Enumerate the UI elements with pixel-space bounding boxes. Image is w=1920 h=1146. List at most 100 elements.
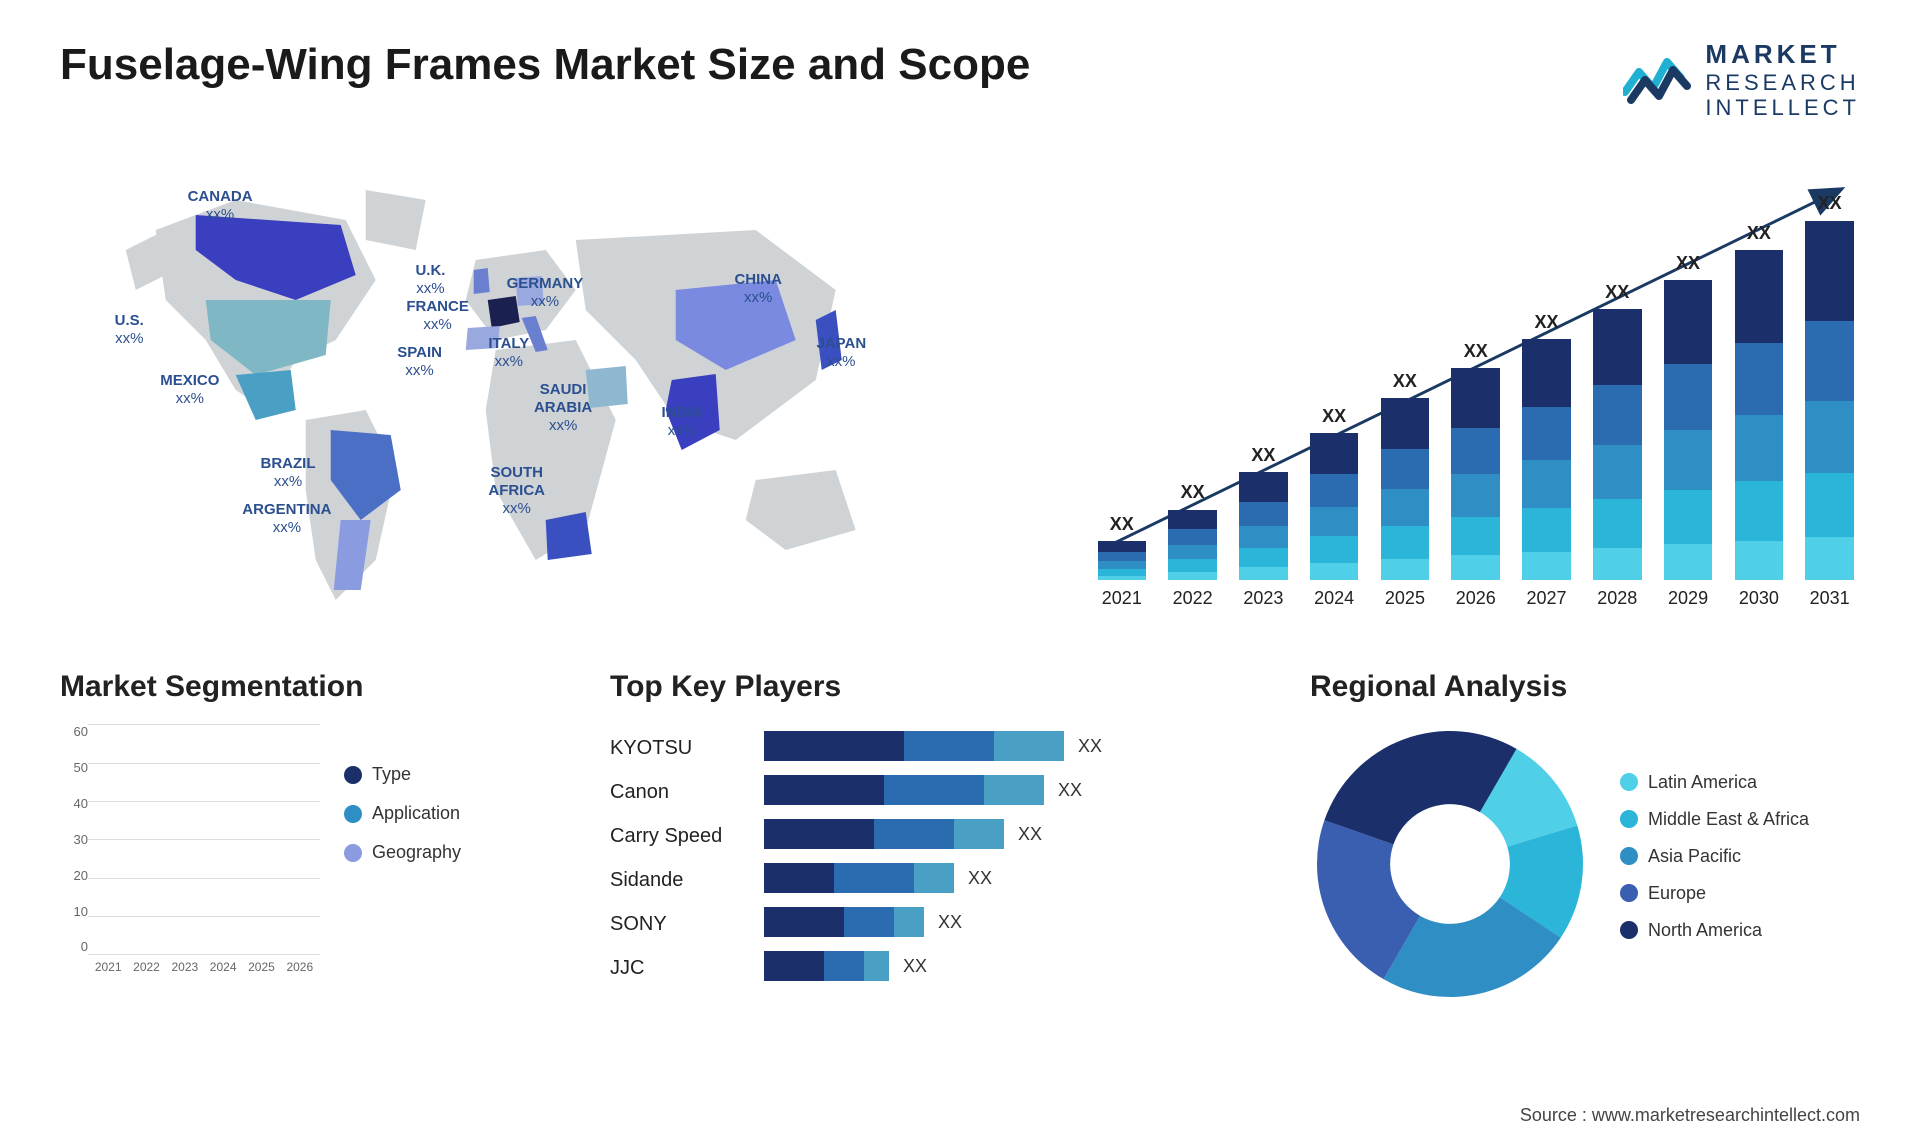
growth-bar-label: XX [1605,282,1629,303]
growth-segment [1310,474,1359,507]
map-label-india: INDIAxx% [662,404,703,440]
growth-bar-2027: XX [1516,312,1577,581]
growth-bar-label: XX [1534,312,1558,333]
growth-bar-label: XX [1322,406,1346,427]
player-bar [764,863,954,893]
growth-segment [1239,502,1288,526]
map-label-u-s-: U.S.xx% [115,312,144,348]
key-players-title: Top Key Players [610,670,1260,704]
growth-segment [1805,321,1854,400]
growth-segment [1310,507,1359,537]
regional-legend-item: North America [1620,920,1809,941]
seg-xaxis-tick: 2026 [284,954,316,984]
regional-legend-item: Asia Pacific [1620,846,1809,867]
growth-bar-label: XX [1676,253,1700,274]
growth-bar-label: XX [1464,341,1488,362]
player-segment [984,775,1044,805]
legend-label: Type [372,764,411,785]
page-title: Fuselage-Wing Frames Market Size and Sco… [60,40,1030,90]
map-label-brazil: BRAZILxx% [261,455,316,491]
map-region-mexico [236,370,296,420]
growth-segment [1451,428,1500,475]
player-name: Carry Speed [610,814,750,858]
map-region-uk [474,268,490,294]
growth-segment [1522,508,1571,551]
player-segment [764,863,834,893]
growth-segment [1381,489,1430,525]
growth-xaxis-tick: 2025 [1375,580,1436,620]
growth-segment [1381,526,1430,559]
regional-panel: Regional Analysis Latin AmericaMiddle Ea… [1310,670,1860,1004]
growth-segment [1451,517,1500,555]
player-segment [994,731,1064,761]
growth-xaxis-tick: 2028 [1587,580,1648,620]
player-value-label: XX [903,956,927,977]
player-bar [764,951,889,981]
regional-legend-item: Europe [1620,883,1809,904]
legend-label: Asia Pacific [1648,846,1741,867]
player-segment [824,951,864,981]
map-label-south-africa: SOUTHAFRICAxx% [488,464,545,518]
growth-bar-2029: XX [1658,253,1719,581]
growth-segment [1098,541,1147,552]
growth-segment [1735,415,1784,481]
growth-segment [1381,398,1430,449]
map-label-u-k-: U.K.xx% [415,262,445,298]
map-region-southafrica [546,512,592,560]
growth-segment [1522,460,1571,508]
player-value-label: XX [1058,780,1082,801]
player-segment [904,731,994,761]
player-segment [914,863,954,893]
growth-xaxis-tick: 2029 [1658,580,1719,620]
growth-segment [1451,474,1500,516]
legend-dot-icon [344,805,362,823]
legend-dot-icon [1620,847,1638,865]
growth-segment [1735,541,1784,581]
growth-bar-2023: XX [1233,445,1294,580]
segmentation-chart: 6050403020100 202120222023202420252026 [60,724,320,984]
world-map-panel: CANADAxx%U.S.xx%MEXICOxx%BRAZILxx%ARGENT… [60,160,971,620]
segmentation-title: Market Segmentation [60,670,560,704]
seg-yaxis-tick: 60 [60,724,88,739]
growth-segment [1310,563,1359,581]
growth-bar-label: XX [1393,371,1417,392]
seg-legend-item: Type [344,764,461,785]
player-bar [764,907,924,937]
growth-xaxis-tick: 2027 [1516,580,1577,620]
player-name: Canon [610,770,750,814]
map-label-france: FRANCExx% [406,298,469,334]
growth-bar-label: XX [1110,514,1134,535]
brand-logo: MARKET RESEARCH INTELLECT [1623,40,1860,120]
regional-legend-item: Latin America [1620,772,1809,793]
growth-xaxis-tick: 2026 [1445,580,1506,620]
growth-bar-2021: XX [1091,514,1152,580]
map-label-canada: CANADAxx% [188,188,253,224]
growth-segment [1381,449,1430,489]
key-players-panel: Top Key Players KYOTSUCanonCarry SpeedSi… [610,670,1260,990]
player-segment [884,775,984,805]
growth-bar-label: XX [1818,193,1842,214]
seg-xaxis-tick: 2024 [207,954,239,984]
growth-segment [1805,401,1854,473]
player-segment [864,951,889,981]
growth-bar-2024: XX [1304,406,1365,581]
map-label-argentina: ARGENTINAxx% [242,501,331,537]
growth-bar-2028: XX [1587,282,1648,580]
growth-segment [1593,499,1642,548]
seg-legend-item: Geography [344,842,461,863]
growth-segment [1593,309,1642,385]
player-segment [844,907,894,937]
player-segment [894,907,924,937]
regional-legend-item: Middle East & Africa [1620,809,1809,830]
player-row: XX [764,900,1260,944]
growth-segment [1239,548,1288,568]
player-row: XX [764,768,1260,812]
growth-segment [1098,569,1147,576]
source-attribution: Source : www.marketresearchintellect.com [1520,1105,1860,1126]
player-value-label: XX [1018,824,1042,845]
player-row: XX [764,724,1260,768]
regional-legend: Latin America Middle East & Africa Asia Pa… [1620,772,1809,957]
growth-segment [1522,339,1571,407]
growth-segment [1239,567,1288,580]
donut-slice [1324,731,1516,844]
